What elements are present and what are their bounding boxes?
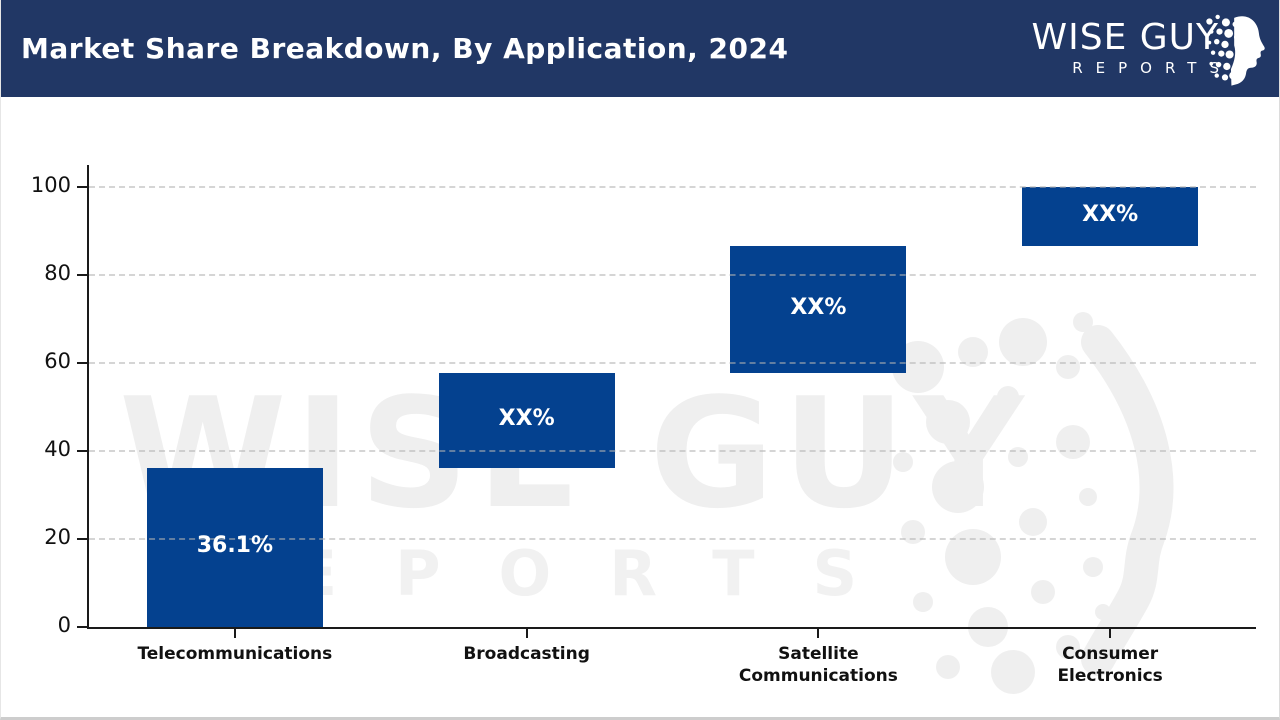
- brand-logo: WISE GUY REPORTS: [1032, 9, 1280, 89]
- x-category-label-consumer-electronics: Consumer Electronics: [1057, 644, 1163, 686]
- bar-telecommunications: [146, 468, 323, 627]
- bar-label-satellite-communications: XX%: [790, 294, 847, 320]
- bar-consumer-electronics: [1022, 187, 1199, 247]
- x-category-label-satellite-communications: Satellite Communications: [738, 644, 898, 686]
- logo-wordmark: WISE GUY: [1031, 17, 1219, 58]
- y-axis-tick-0: [77, 626, 87, 628]
- logo-subtext: REPORTS: [1072, 59, 1232, 77]
- gridline-20: [89, 538, 1256, 540]
- x-axis-tick-broadcasting: [525, 629, 528, 638]
- x-axis-tick-consumer-electronics: [1109, 629, 1112, 638]
- y-tick-label-40: 40: [44, 437, 71, 461]
- y-tick-label-100: 100: [30, 173, 71, 197]
- y-axis-tick-20: [77, 538, 87, 540]
- header-bar: Market Share Breakdown, By Application, …: [1, 0, 1279, 97]
- chart-title: Market Share Breakdown, By Application, …: [21, 32, 789, 65]
- x-category-label-broadcasting: Broadcasting: [463, 644, 590, 664]
- y-axis-tick-40: [77, 450, 87, 452]
- logo-face-icon: [1206, 14, 1265, 86]
- y-tick-label-0: 0: [57, 613, 71, 637]
- bar-label-consumer-electronics: XX%: [1082, 201, 1139, 227]
- y-axis-tick-60: [77, 362, 87, 364]
- y-tick-label-60: 60: [44, 349, 71, 373]
- y-axis-spine: [87, 165, 89, 629]
- gridline-60: [89, 362, 1256, 364]
- gridline-40: [89, 450, 1256, 452]
- x-category-label-telecommunications: Telecommunications: [137, 644, 333, 664]
- bar-label-telecommunications: 36.1%: [196, 532, 274, 558]
- y-axis-tick-80: [77, 274, 87, 276]
- x-axis-spine: [87, 627, 1256, 629]
- bar-satellite-communications: [730, 246, 907, 374]
- gridline-80: [89, 274, 1256, 276]
- chart-area: WISE GUY REPORTS 0 20 40 60 80 100 36.1% Teleco…: [1, 97, 1279, 717]
- y-tick-label-20: 20: [44, 525, 71, 549]
- plot: 0 20 40 60 80 100 36.1% Telecommunications XX% Br…: [1, 97, 1279, 717]
- y-axis-tick-100: [77, 186, 87, 188]
- x-axis-tick-satellite-communications: [817, 629, 820, 638]
- bar-label-broadcasting: XX%: [498, 405, 555, 431]
- bar-broadcasting: [438, 373, 615, 469]
- logo-text: WISE GUY REPORTS: [1031, 17, 1220, 78]
- x-axis-tick-telecommunications: [233, 629, 236, 638]
- y-tick-label-80: 80: [44, 261, 71, 285]
- gridline-100: [89, 186, 1256, 188]
